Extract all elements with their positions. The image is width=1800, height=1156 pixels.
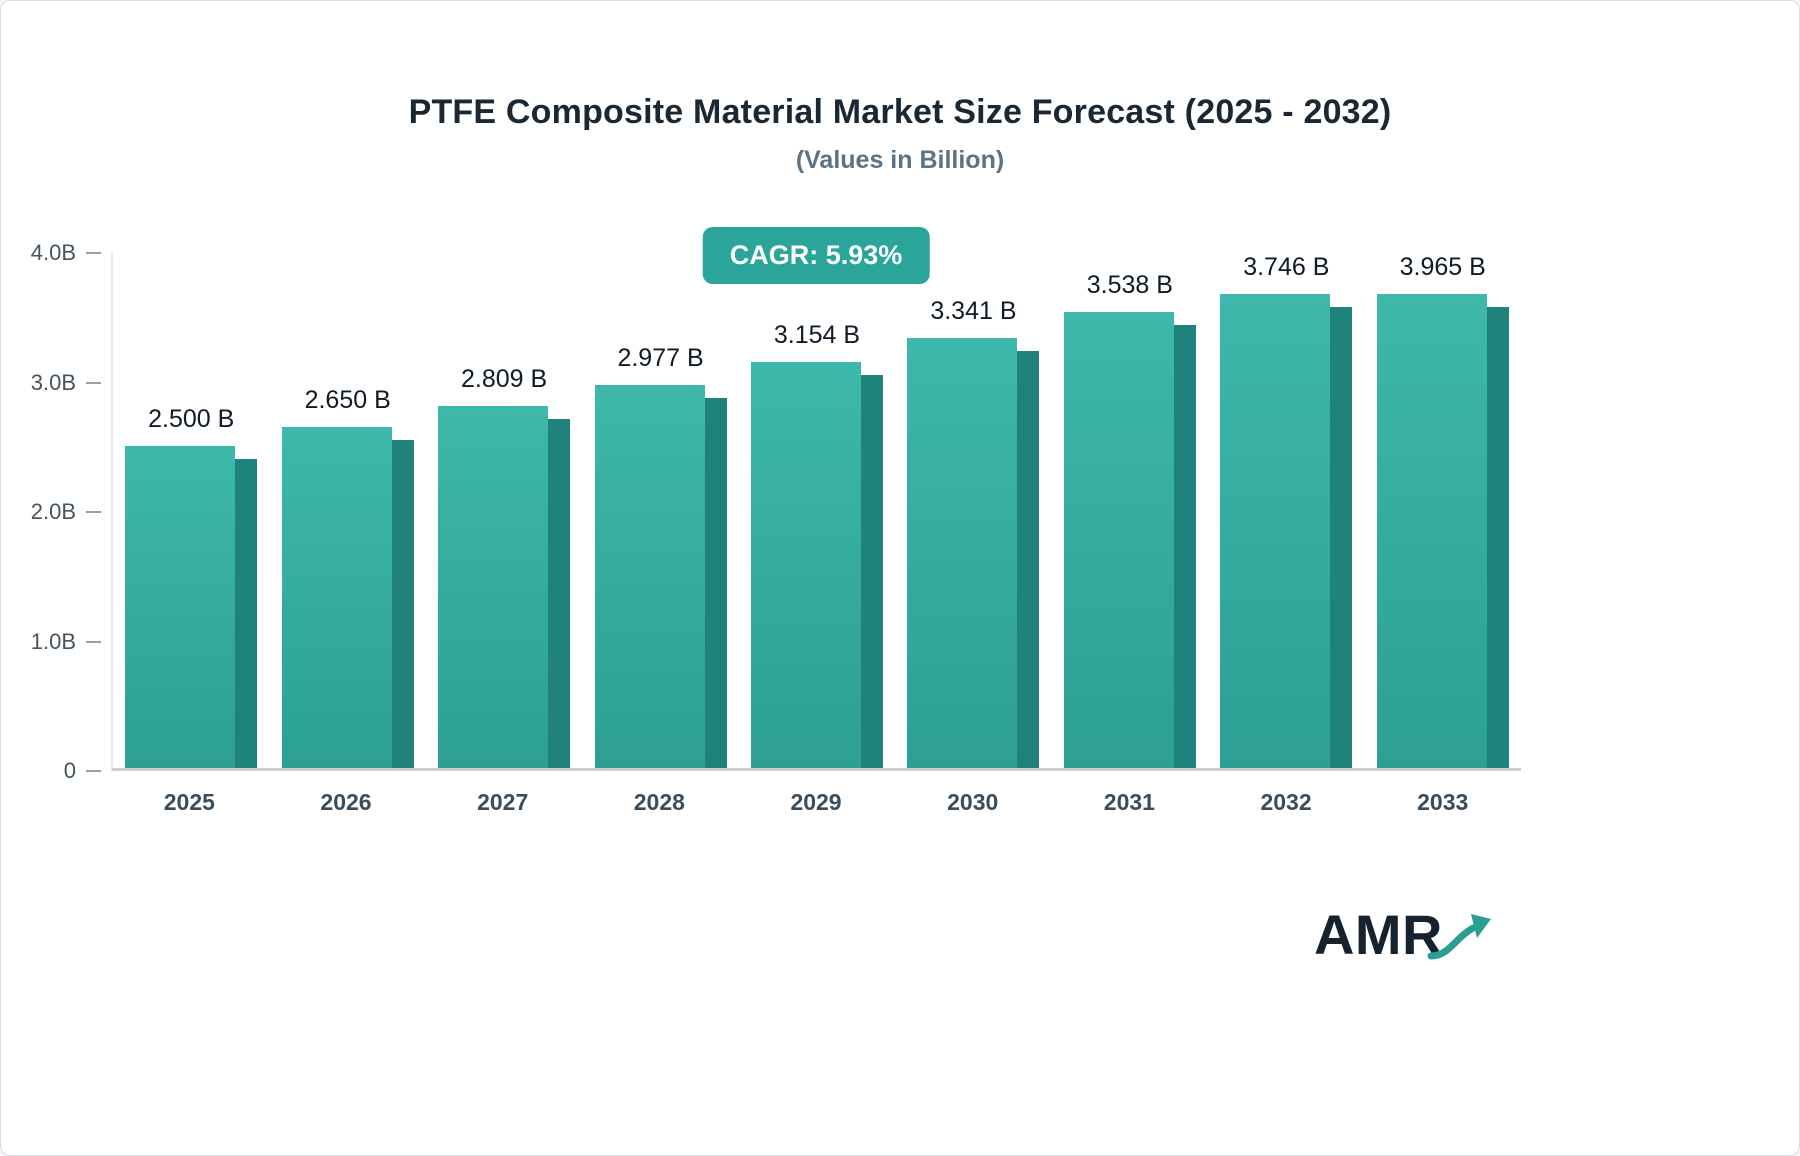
bar-side-shade	[1486, 307, 1509, 768]
bar-value-label: 3.154 B	[773, 320, 861, 349]
y-tick-label: 1.0B	[30, 628, 76, 654]
bar-value-label: 2.500 B	[148, 405, 235, 434]
y-tick-label: 4.0B	[30, 240, 76, 265]
bar	[750, 361, 883, 768]
bar-slot: 3.341 B	[895, 253, 1051, 768]
y-tick-label: 2.0B	[30, 499, 76, 524]
bar-face	[281, 426, 392, 768]
bar-face	[1220, 294, 1331, 768]
y-tick-dash	[86, 640, 101, 643]
x-tick-label: 2027	[477, 789, 529, 815]
x-tick-label: 2029	[790, 789, 842, 815]
bar	[438, 406, 571, 768]
bar-value-label: 3.965 B	[1399, 253, 1486, 281]
bar-face	[1376, 294, 1487, 768]
bar	[594, 384, 727, 768]
bar	[1220, 294, 1353, 768]
bar-side-shade	[860, 374, 883, 768]
bar	[1376, 294, 1509, 768]
amr-logo: AMR	[1314, 902, 1493, 967]
x-tick-label: 2032	[1260, 789, 1312, 815]
plot-area: 2.500 B 2.650 B 2.809 B 2.977 B 3.154 B 3.341…	[111, 253, 1521, 771]
bar-side-shade	[548, 419, 571, 768]
bar-side-shade	[704, 397, 727, 768]
bar-slot: 3.538 B	[1052, 253, 1208, 768]
bar	[281, 426, 414, 768]
bar-side-shade	[1330, 307, 1353, 768]
y-tick-dash	[86, 770, 101, 772]
cagr-badge: CAGR: 5.93%	[702, 227, 930, 284]
y-tick: 1.0B	[31, 629, 101, 655]
bar-face	[1063, 312, 1174, 768]
bar-slot: 3.154 B	[739, 253, 895, 768]
x-tick-label: 2033	[1417, 789, 1469, 815]
bar-face	[125, 446, 236, 768]
x-tick-label: 2030	[947, 789, 999, 815]
y-tick: 0	[64, 758, 101, 784]
bar-side-shade	[1017, 350, 1040, 768]
bar-slot: 3.965 B	[1365, 253, 1521, 768]
x-tick-label: 2026	[320, 789, 372, 815]
bar	[125, 446, 258, 768]
bar-slot: 2.500 B	[113, 253, 269, 768]
plot-right-spacer	[1521, 253, 1799, 771]
bar-slot: 2.650 B	[269, 253, 425, 768]
bar-value-label: 2.809 B	[461, 365, 548, 394]
y-tick: 2.0B	[31, 499, 101, 525]
bar-value-label: 3.341 B	[930, 296, 1017, 325]
bar-face	[907, 337, 1018, 768]
bar-face	[594, 384, 705, 768]
bar-slot: 3.746 B	[1208, 253, 1364, 768]
chart-header: PTFE Composite Material Market Size Fore…	[1, 93, 1799, 175]
amr-logo-text: AMR	[1313, 903, 1443, 966]
y-tick-dash	[86, 381, 101, 384]
bar-value-label: 2.977 B	[617, 343, 704, 372]
bar	[1063, 312, 1196, 768]
growth-arrow-icon	[1427, 913, 1491, 959]
bar-face	[438, 406, 549, 768]
x-tick-label: 2025	[163, 789, 215, 815]
bar-chart: CAGR: 5.93% 0 1.0B 2.0B 3.0B 4.0B 2.500 B 2.6…	[1, 227, 1799, 816]
y-tick-label: 0	[63, 758, 76, 783]
x-axis: 2025 2026 2027 2028 2029 2030 2031 2032 2033	[111, 771, 1521, 816]
bar-side-shade	[235, 459, 258, 768]
chart-title: PTFE Composite Material Market Size Fore…	[408, 93, 1392, 131]
y-tick-dash	[86, 511, 101, 513]
bar-slot: 2.977 B	[582, 253, 738, 768]
bar-face	[750, 361, 861, 768]
y-tick: 3.0B	[31, 370, 101, 396]
chart-subtitle: (Values in Billion)	[795, 146, 1005, 174]
x-tick-label: 2031	[1103, 789, 1155, 815]
bar-value-label: 3.746 B	[1243, 253, 1330, 281]
cagr-label: CAGR: 5.93%	[729, 240, 903, 270]
bar	[907, 337, 1040, 768]
y-axis: 0 1.0B 2.0B 3.0B 4.0B	[1, 240, 111, 783]
bar-side-shade	[391, 439, 414, 768]
y-tick: 4.0B	[31, 240, 101, 266]
bar-value-label: 3.538 B	[1086, 271, 1173, 300]
y-tick-dash	[86, 252, 101, 254]
bar-side-shade	[1173, 325, 1196, 768]
bar-value-label: 2.650 B	[304, 385, 391, 414]
bar-slot: 2.809 B	[426, 253, 582, 768]
x-tick-label: 2028	[633, 789, 685, 815]
y-tick-label: 3.0B	[30, 369, 76, 395]
